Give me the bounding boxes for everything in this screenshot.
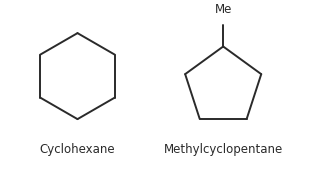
Text: Cyclohexane: Cyclohexane [40, 143, 115, 156]
Text: Me: Me [215, 3, 232, 16]
Text: Methylcyclopentane: Methylcyclopentane [164, 143, 283, 156]
